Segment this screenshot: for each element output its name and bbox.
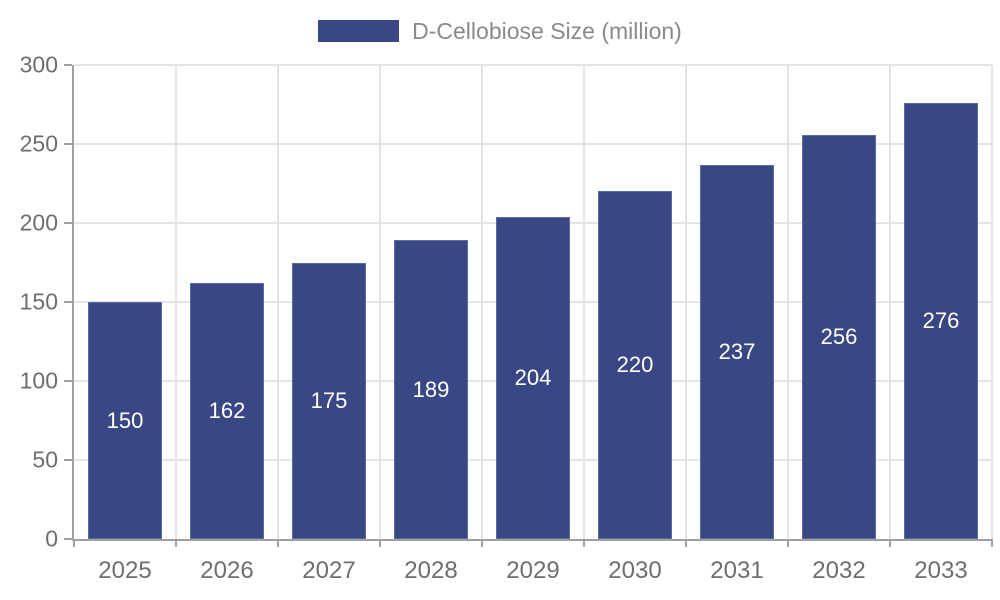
bar: 150	[88, 302, 162, 539]
x-gridline	[787, 65, 789, 539]
legend: D-Cellobiose Size (million)	[0, 16, 1000, 46]
x-gridline	[175, 65, 177, 539]
bar-value-label: 276	[922, 307, 960, 333]
y-axis-tick-label: 100	[19, 367, 58, 394]
y-axis-tick	[64, 143, 72, 145]
x-axis-line	[72, 539, 992, 541]
y-axis-line	[72, 65, 74, 539]
bar-value-label: 189	[412, 376, 450, 402]
y-axis-tick-label: 200	[19, 209, 58, 236]
bar-value-label: 220	[616, 352, 654, 378]
x-gridline	[889, 65, 891, 539]
x-gridline	[685, 65, 687, 539]
x-axis-tick	[73, 539, 75, 547]
x-axis-tick-label: 2025	[98, 557, 152, 584]
x-gridline	[277, 65, 279, 539]
bar: 237	[700, 164, 774, 539]
x-axis-tick	[379, 539, 381, 547]
x-axis-tick-label: 2032	[812, 557, 866, 584]
bar-value-label: 204	[514, 364, 552, 390]
y-axis-tick	[64, 459, 72, 461]
x-axis-tick-label: 2033	[914, 557, 968, 584]
x-axis-tick-label: 2029	[506, 557, 560, 584]
x-axis-tick	[787, 539, 789, 547]
plot-area: 0 50 100 150 200 250 300 150 162 175 189 204 220 237 2…	[20, 52, 993, 584]
y-axis-tick	[64, 301, 72, 303]
y-gridline	[74, 64, 992, 66]
x-gridline	[991, 65, 993, 539]
legend-swatch	[318, 20, 400, 42]
bar: 220	[598, 191, 672, 539]
y-axis-tick	[64, 380, 72, 382]
bar-value-label: 162	[208, 398, 246, 424]
x-axis-tick	[277, 539, 279, 547]
bar: 162	[190, 283, 264, 539]
y-axis-tick-label: 50	[32, 446, 58, 473]
bar-value-label: 150	[106, 407, 144, 433]
bar: 204	[496, 216, 570, 539]
y-axis-tick	[64, 538, 72, 540]
bar: 256	[802, 134, 876, 539]
x-gridline	[379, 65, 381, 539]
y-axis-tick	[64, 222, 72, 224]
y-axis-tick-label: 250	[19, 130, 58, 157]
bar: 175	[292, 262, 366, 539]
bar-value-label: 237	[718, 338, 756, 364]
x-axis-tick	[175, 539, 177, 547]
x-gridline	[583, 65, 585, 539]
x-axis-tick-label: 2027	[302, 557, 356, 584]
x-gridline	[481, 65, 483, 539]
legend-label: D-Cellobiose Size (million)	[412, 18, 682, 44]
y-axis-tick	[64, 64, 72, 66]
x-axis-tick	[991, 539, 993, 547]
x-axis-tick-label: 2028	[404, 557, 458, 584]
bar: 276	[904, 102, 978, 539]
y-axis-tick-label: 300	[19, 51, 58, 78]
bar: 189	[394, 240, 468, 539]
x-axis-tick	[889, 539, 891, 547]
x-axis-tick-label: 2026	[200, 557, 254, 584]
x-axis-tick	[583, 539, 585, 547]
x-axis-tick	[481, 539, 483, 547]
bar-value-label: 175	[310, 387, 348, 413]
bar-value-label: 256	[820, 323, 858, 349]
y-axis-tick-label: 150	[19, 288, 58, 315]
x-axis-tick	[685, 539, 687, 547]
x-axis-tick-label: 2031	[710, 557, 764, 584]
x-axis-tick-label: 2030	[608, 557, 662, 584]
y-axis-tick-label: 0	[45, 525, 58, 552]
